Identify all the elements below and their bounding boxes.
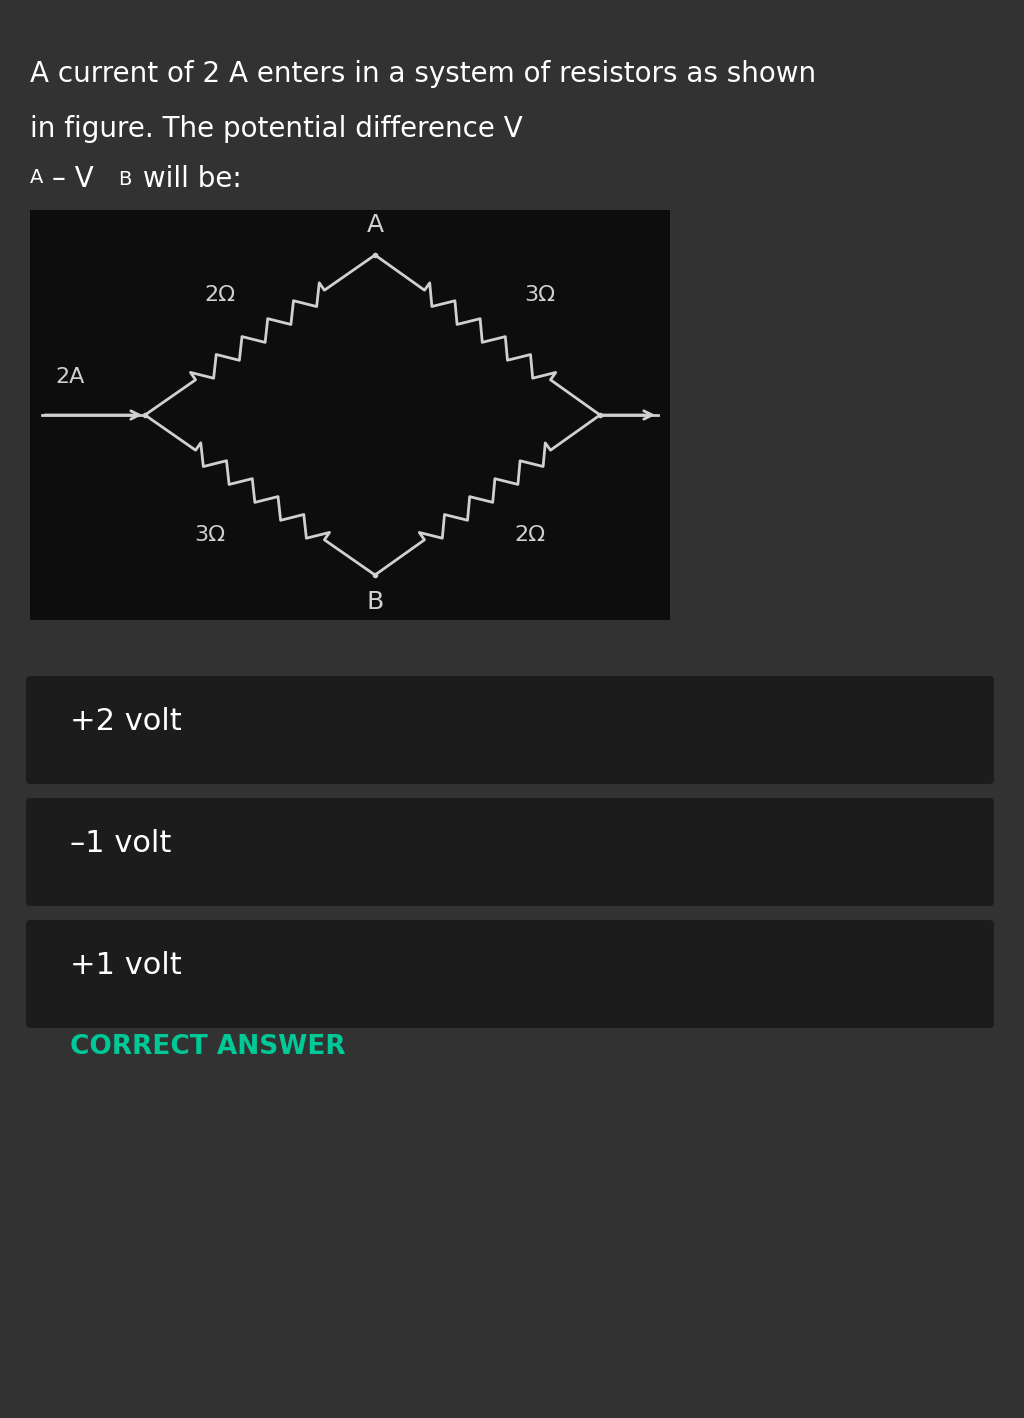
Text: +1 volt: +1 volt [70, 951, 181, 980]
Text: 2Ω: 2Ω [514, 525, 546, 545]
Text: in figure. The potential difference V: in figure. The potential difference V [30, 115, 522, 143]
FancyBboxPatch shape [26, 676, 994, 784]
Text: +2 volt: +2 volt [70, 708, 181, 736]
FancyBboxPatch shape [26, 798, 994, 906]
Text: A: A [367, 213, 384, 237]
Text: 3Ω: 3Ω [195, 525, 225, 545]
FancyBboxPatch shape [26, 920, 994, 1028]
Text: will be:: will be: [134, 164, 242, 193]
Text: CORRECT ANSWER: CORRECT ANSWER [70, 1034, 346, 1061]
FancyBboxPatch shape [30, 210, 670, 620]
Text: – V: – V [52, 164, 94, 193]
Text: 2Ω: 2Ω [205, 285, 236, 305]
Text: A: A [30, 167, 43, 187]
Text: –1 volt: –1 volt [70, 830, 171, 858]
Text: 3Ω: 3Ω [524, 285, 556, 305]
Text: 2A: 2A [55, 367, 84, 387]
Text: A current of 2 A enters in a system of resistors as shown: A current of 2 A enters in a system of r… [30, 60, 816, 88]
Text: B: B [367, 590, 384, 614]
Text: B: B [118, 170, 131, 189]
